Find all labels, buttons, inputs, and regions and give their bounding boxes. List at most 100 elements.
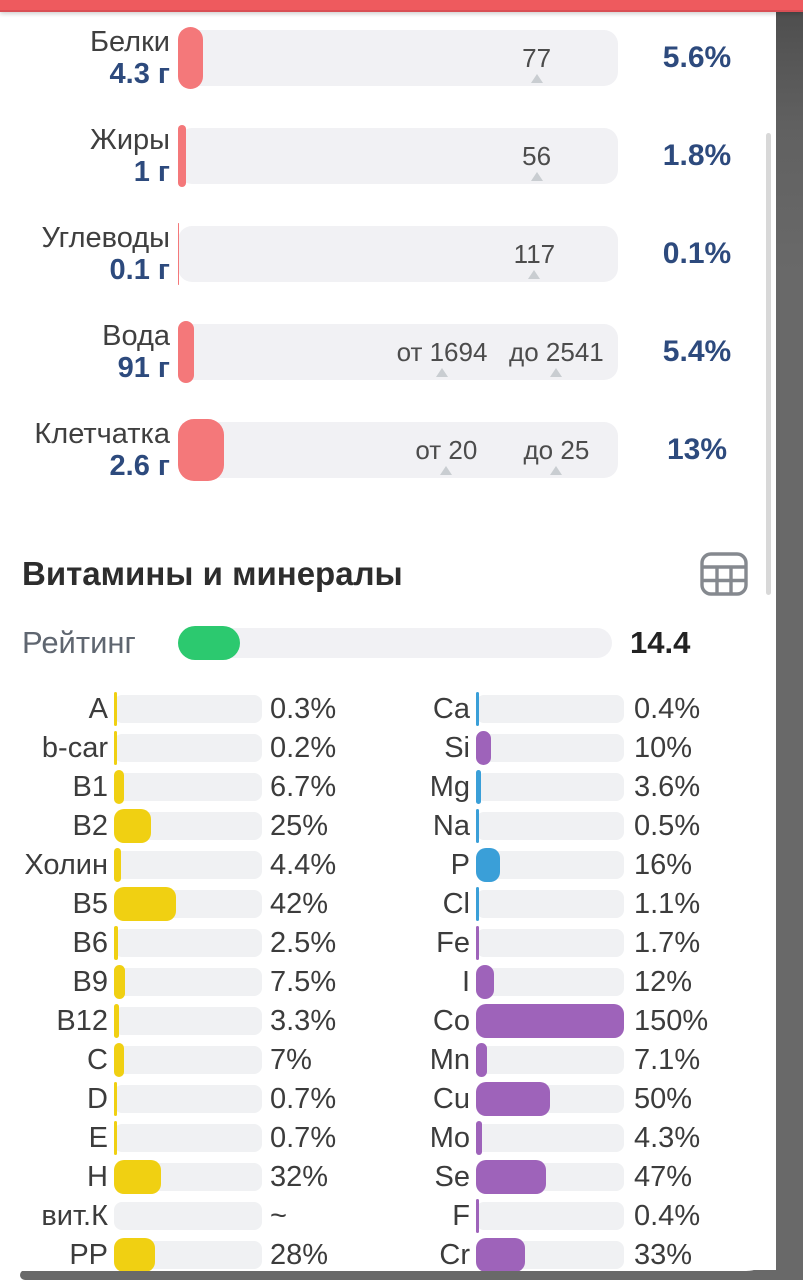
rating-fill [178,626,241,660]
nutrient-value: 1.7% [634,926,701,959]
range-marker-arrow [550,368,563,377]
nutrient-track [114,1004,262,1038]
macro-name: Жиры [90,123,170,156]
macro-name: Клетчатка [34,417,170,450]
macro-amount: 0.1 г [109,254,170,286]
nutrient-row: P 16% [400,848,776,882]
nutrient-track [476,1199,624,1233]
nutrient-fill [114,1004,119,1038]
nutrient-label: B6 [72,926,108,959]
nutrient-track [476,770,624,804]
nutrient-track [476,692,624,726]
nutrient-label: P [450,848,470,881]
nutrient-row: Холин 4.4% [0,848,400,882]
vitamins-section-title: Витамины и минералы [22,555,403,592]
nutrient-label: b-car [41,731,108,764]
nutrient-fill [114,770,124,804]
macro-row: Жиры 1 г 56 1.8% [0,124,776,188]
macro-label: Углеводы 0.1 г [0,222,170,287]
nutrient-track [114,809,262,843]
nutrient-label: Ca [432,692,470,725]
nutrient-row: B2 25% [0,809,400,843]
nutrient-fill [476,965,494,999]
nutrient-track [476,965,624,999]
nutrient-label: Cu [432,1082,470,1115]
scrollbar-thumb[interactable] [766,133,771,595]
nutrient-value: 28% [270,1238,329,1271]
macro-name: Вода [102,319,170,352]
macro-fill [178,419,224,481]
nutrient-label: D [87,1082,108,1115]
range-marker-arrow [530,172,543,181]
nutrient-fill [114,1238,156,1271]
macro-row: Вода 91 г от 1694 до 2541 5.4% [0,320,776,384]
nutrient-row: F 0.4% [400,1199,776,1233]
nutrient-label: Mo [429,1121,470,1154]
range-marker-label: 77 [522,42,552,73]
nutrient-row: B9 7.5% [0,965,400,999]
nutrient-row: Ca 0.4% [400,692,776,726]
nutrient-value: 7.1% [634,1043,701,1076]
nutrient-fill [476,809,479,843]
nutrient-value: 150% [634,1004,709,1037]
top-accent-bar [0,0,803,12]
macro-fill [178,27,203,89]
rating-value: 14.4 [630,625,691,660]
nutrient-fill [476,1082,550,1116]
nutrient-track [476,926,624,960]
nutrient-label: Mg [429,770,470,803]
nutrient-value: 1.1% [634,887,701,920]
nutrient-track [114,731,262,765]
nutrient-value: 32% [270,1160,329,1193]
nutrient-fill [476,1199,479,1233]
range-marker-arrow [440,466,453,475]
nutrient-row: Na 0.5% [400,809,776,843]
nutrient-label: Cl [442,887,470,920]
nutrient-label: Fe [436,926,470,959]
nutrient-row: Se 47% [400,1160,776,1194]
nutrient-row: Si 10% [400,731,776,765]
nutrient-track [114,1238,262,1271]
nutrient-row: Fe 1.7% [400,926,776,960]
nutrient-row: Cl 1.1% [400,887,776,921]
nutrient-value: 25% [270,809,329,842]
range-marker-label: от 20 [415,434,478,465]
nutrient-label: E [88,1121,108,1154]
nutrient-label: B1 [72,770,108,803]
nutrient-label: вит.К [41,1199,108,1232]
nutrient-track [476,887,624,921]
nutrient-value: 16% [634,848,693,881]
nutrient-row: E 0.7% [0,1121,400,1155]
nutrient-fill [476,1004,624,1038]
nutrient-fill [114,731,117,765]
nutrient-value: 7% [270,1043,312,1076]
nutrient-label: H [87,1160,108,1193]
range-marker-arrow [528,270,541,279]
nutrient-track [114,1160,262,1194]
nutrient-track [114,1121,262,1155]
nutrient-fill [476,1160,546,1194]
macro-row: Белки 4.3 г 77 5.6% [0,26,776,90]
nutrient-track [476,809,624,843]
macro-amount: 1 г [133,156,170,188]
nutrient-row: Mo 4.3% [400,1121,776,1155]
nutrient-value: 0.4% [634,1199,701,1232]
macro-track: 117 [178,223,618,285]
nutrient-fill [476,848,500,882]
nutrient-fill [476,887,479,921]
nutrient-label: Si [444,731,470,764]
nutrient-row: H 32% [0,1160,400,1194]
nutrient-row: PP 28% [0,1238,400,1271]
nutrient-fill [476,1043,487,1077]
macro-percent: 5.4% [662,335,732,368]
nutrient-row: вит.К ~ [0,1199,400,1232]
nutrient-label: I [461,965,470,998]
macro-amount: 91 г [117,352,170,384]
nutrient-label: B2 [72,809,108,842]
nutrient-label: B9 [72,965,108,998]
rating-label: Рейтинг [22,625,136,660]
nutrient-value: ~ [270,1199,287,1232]
table-grid-icon[interactable] [700,552,748,596]
vitamins-header: Витамины и минералы [0,552,776,596]
